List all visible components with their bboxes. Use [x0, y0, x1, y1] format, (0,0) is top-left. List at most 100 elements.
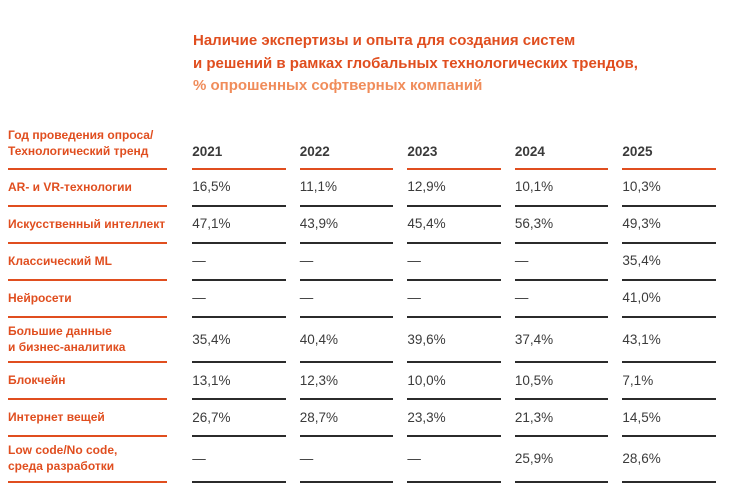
value-text: 10,0% — [407, 372, 446, 388]
value-cell: — — [407, 244, 501, 281]
value-text: — — [407, 450, 421, 466]
trend-label-cell: Нейросети — [8, 281, 168, 318]
value-text: — — [299, 290, 314, 306]
value-text: 43,9% — [299, 216, 339, 232]
value-text: — — [192, 253, 206, 269]
value-cell: 21,3% — [514, 400, 609, 438]
value-cell: — — [299, 437, 394, 483]
table-row: Low code/No code, среда разработки — — — 25,… — [8, 437, 730, 483]
year-label: 2024 — [514, 143, 545, 159]
value-text: 16,5% — [192, 179, 231, 195]
value-text: 12,9% — [407, 179, 446, 195]
trend-label: Блокчейн — [8, 373, 66, 388]
value-cell: 41,0% — [622, 281, 716, 318]
value-text: 28,7% — [299, 409, 339, 425]
trend-label-cell: Low code/No code, среда разработки — [8, 437, 168, 483]
value-cell: 12,9% — [407, 170, 501, 207]
value-text: 49,3% — [622, 216, 661, 232]
value-cell: 13,1% — [192, 363, 286, 401]
year-header-cell: 2023 — [407, 122, 501, 170]
value-cell: 39,6% — [407, 318, 501, 364]
trends-table: Год проведения опроса/ Технологический т… — [8, 122, 730, 483]
value-text: 10,5% — [514, 372, 554, 388]
year-header-cell: 2024 — [514, 122, 609, 170]
trend-label: AR- и VR-технологии — [8, 179, 132, 194]
value-cell: — — [514, 281, 609, 318]
value-cell: 45,4% — [407, 207, 501, 244]
value-text: 14,5% — [622, 409, 661, 425]
trend-label-cell: Интернет вещей — [8, 400, 168, 438]
table-row: Классический ML — — — — 35,4% — [8, 244, 730, 281]
trend-label-cell: AR- и VR-технологии — [8, 170, 168, 207]
value-text: — — [407, 290, 421, 306]
trend-label-cell: Блокчейн — [8, 363, 168, 401]
table-row: Нейросети — — — — 41,0% — [8, 281, 730, 318]
value-text: — — [299, 450, 314, 466]
value-cell: 10,1% — [514, 170, 609, 207]
trend-label: Классический ML — [8, 253, 112, 268]
year-header-cell: 2022 — [299, 122, 394, 170]
value-cell: 12,3% — [299, 363, 394, 401]
year-label: 2021 — [192, 143, 223, 159]
value-cell: 10,3% — [622, 170, 716, 207]
year-label: 2022 — [299, 143, 330, 159]
value-text: 41,0% — [622, 290, 661, 306]
value-text: 10,1% — [514, 179, 554, 195]
value-text: 35,4% — [192, 331, 231, 347]
value-cell: 28,7% — [299, 400, 394, 438]
value-cell: — — [407, 437, 501, 483]
value-text: — — [514, 290, 529, 306]
value-cell: 28,6% — [622, 437, 716, 483]
value-text: 11,1% — [299, 179, 338, 195]
value-text: 28,6% — [622, 450, 661, 466]
value-text: 23,3% — [407, 409, 446, 425]
value-cell: 43,1% — [622, 318, 716, 364]
value-text: — — [192, 450, 206, 466]
value-text: — — [192, 290, 206, 306]
value-text: 40,4% — [299, 331, 339, 347]
title-block: Наличие экспертизы и опыта для создания … — [193, 30, 730, 98]
value-cell: 10,0% — [407, 363, 501, 401]
trend-label: Интернет вещей — [8, 410, 105, 425]
value-text: 47,1% — [192, 216, 231, 232]
value-cell: 7,1% — [622, 363, 716, 401]
value-cell: 37,4% — [514, 318, 609, 364]
year-header-cell: 2025 — [622, 122, 716, 170]
value-text: 21,3% — [514, 409, 554, 425]
value-text: — — [514, 253, 529, 269]
value-cell: — — [192, 281, 286, 318]
value-cell: — — [407, 281, 501, 318]
trend-label-cell: Искусственный интеллект — [8, 207, 168, 244]
trend-label: Искусственный интеллект — [8, 216, 166, 231]
value-cell: 40,4% — [299, 318, 394, 364]
value-text: 7,1% — [622, 372, 654, 388]
table-row: AR- и VR-технологии 16,5% 11,1% 12,9% 10,1% 1… — [8, 170, 730, 207]
value-text: 37,4% — [514, 331, 554, 347]
year-label: 2025 — [622, 143, 653, 159]
table-row: Искусственный интеллект 47,1% 43,9% 45,4% 56… — [8, 207, 730, 244]
value-cell: — — [514, 244, 609, 281]
trend-label: Большие данные и бизнес-аналитика — [8, 323, 126, 355]
value-text: — — [407, 253, 421, 269]
year-header-cell: 2021 — [192, 122, 286, 170]
value-text: — — [299, 253, 314, 269]
value-cell: 56,3% — [514, 207, 609, 244]
value-cell: 23,3% — [407, 400, 501, 438]
value-cell: 25,9% — [514, 437, 609, 483]
value-text: 56,3% — [514, 216, 554, 232]
year-label: 2023 — [407, 143, 438, 159]
corner-header-label: Год проведения опроса/ Технологический т… — [8, 127, 154, 158]
trend-label: Нейросети — [8, 290, 72, 305]
value-cell: — — [192, 244, 286, 281]
value-text: 12,3% — [299, 372, 339, 388]
trend-label: Low code/No code, среда разработки — [8, 443, 118, 474]
table-row: Интернет вещей 26,7% 28,7% 23,3% 21,3% 14,5% — [8, 400, 730, 438]
value-cell: 49,3% — [622, 207, 716, 244]
value-cell: 35,4% — [192, 318, 286, 364]
value-cell: 26,7% — [192, 400, 286, 438]
value-text: 25,9% — [514, 450, 554, 466]
table-header-row: Год проведения опроса/ Технологический т… — [8, 122, 730, 170]
trend-label-cell: Классический ML — [8, 244, 168, 281]
value-cell: 11,1% — [299, 170, 394, 207]
